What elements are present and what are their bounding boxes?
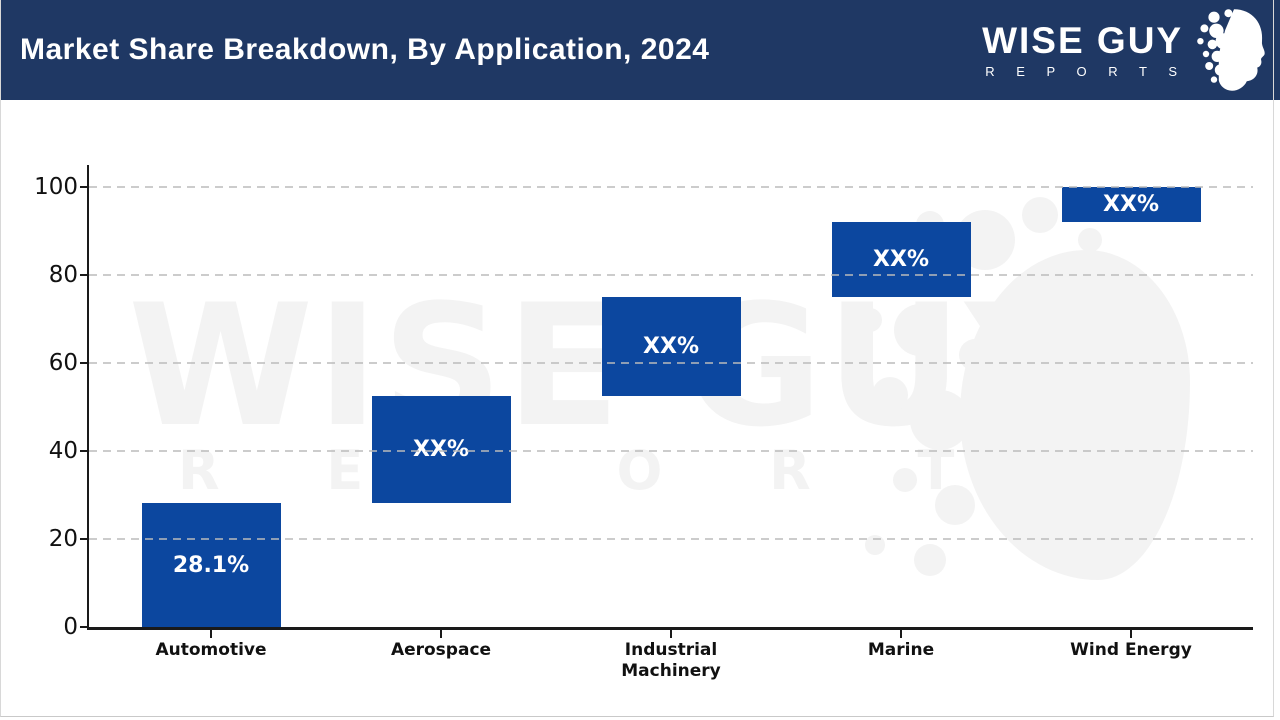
brand-logo-text: WISE GUY R E P O R T S	[979, 22, 1186, 79]
y-tick-mark-100	[80, 186, 87, 188]
watermark-dot-4	[1022, 197, 1058, 233]
watermark-dot-17	[1114, 284, 1146, 316]
header-bar: Market Share Breakdown, By Application, …	[0, 0, 1280, 100]
y-tick-label-40: 40	[48, 438, 78, 464]
bar-value-label: XX%	[643, 334, 699, 359]
watermark-dot-15	[865, 535, 885, 555]
bar-marine: XX%	[831, 222, 971, 297]
x-tick-mark-1	[210, 630, 212, 638]
x-axis-line	[87, 627, 1253, 630]
y-tick-mark-60	[80, 362, 87, 364]
y-tick-mark-80	[80, 274, 87, 276]
bar-value-label: XX%	[873, 247, 929, 273]
gridline-20	[89, 538, 1253, 540]
bar-aerospace: XX%	[371, 396, 511, 504]
y-tick-label-20: 20	[48, 526, 78, 552]
x-tick-mark-3	[670, 630, 672, 638]
bar-value-label: XX%	[413, 437, 469, 463]
y-tick-mark-20	[80, 538, 87, 540]
bar-industrial-machinery: XX%	[601, 297, 741, 396]
wiseguy-face-icon	[1197, 9, 1265, 91]
watermark-dot-9	[872, 377, 908, 413]
watermark-dot-12	[893, 468, 917, 492]
y-tick-mark-0	[80, 626, 87, 628]
watermark-dot-7	[894, 304, 946, 356]
brand-logo: WISE GUY R E P O R T S	[979, 0, 1270, 100]
watermark-dot-14	[998, 508, 1022, 532]
bar-wind-energy: XX%	[1061, 187, 1201, 223]
watermark-dot-8	[959, 339, 991, 371]
watermark-dot-6	[858, 308, 882, 332]
x-tick-mark-4	[900, 630, 902, 638]
y-axis-line	[87, 165, 89, 629]
brand-name: WISE GUY	[982, 19, 1184, 61]
x-category-label-marine: Marine	[867, 640, 935, 660]
watermark-dot-13	[935, 485, 975, 525]
bar-value-label: XX%	[1103, 192, 1159, 218]
x-tick-mark-2	[440, 630, 442, 638]
bar-automotive: 28.1%	[141, 503, 281, 627]
watermark-dot-19	[1106, 406, 1134, 434]
brand-subname: R E P O R T S	[985, 63, 1186, 79]
watermark-dot-5	[1078, 228, 1102, 252]
bar-value-label: 28.1%	[172, 552, 250, 578]
gridline-40	[89, 450, 1253, 452]
y-tick-label-60: 60	[48, 350, 78, 376]
x-category-label-wind-energy: Wind Energy	[1070, 640, 1192, 660]
y-tick-mark-40	[80, 450, 87, 452]
page-title: Market Share Breakdown, By Application, …	[20, 33, 710, 66]
y-tick-label-80: 80	[48, 262, 78, 288]
watermark-dot-16	[914, 544, 946, 576]
x-category-label-aerospace: Aerospace	[390, 640, 492, 660]
y-tick-label-100: 100	[34, 174, 78, 200]
x-category-label-automotive: Automotive	[155, 640, 267, 660]
gridline-100	[89, 186, 1253, 188]
x-category-label-industrial-machinery: Industrial Machinery	[621, 640, 721, 682]
gridline-80	[89, 274, 1253, 276]
watermark-dot-10	[910, 390, 970, 450]
gridline-60	[89, 362, 1253, 364]
x-tick-mark-5	[1130, 630, 1132, 638]
watermark-dot-18	[1140, 350, 1160, 370]
y-tick-label-0: 0	[63, 614, 78, 640]
